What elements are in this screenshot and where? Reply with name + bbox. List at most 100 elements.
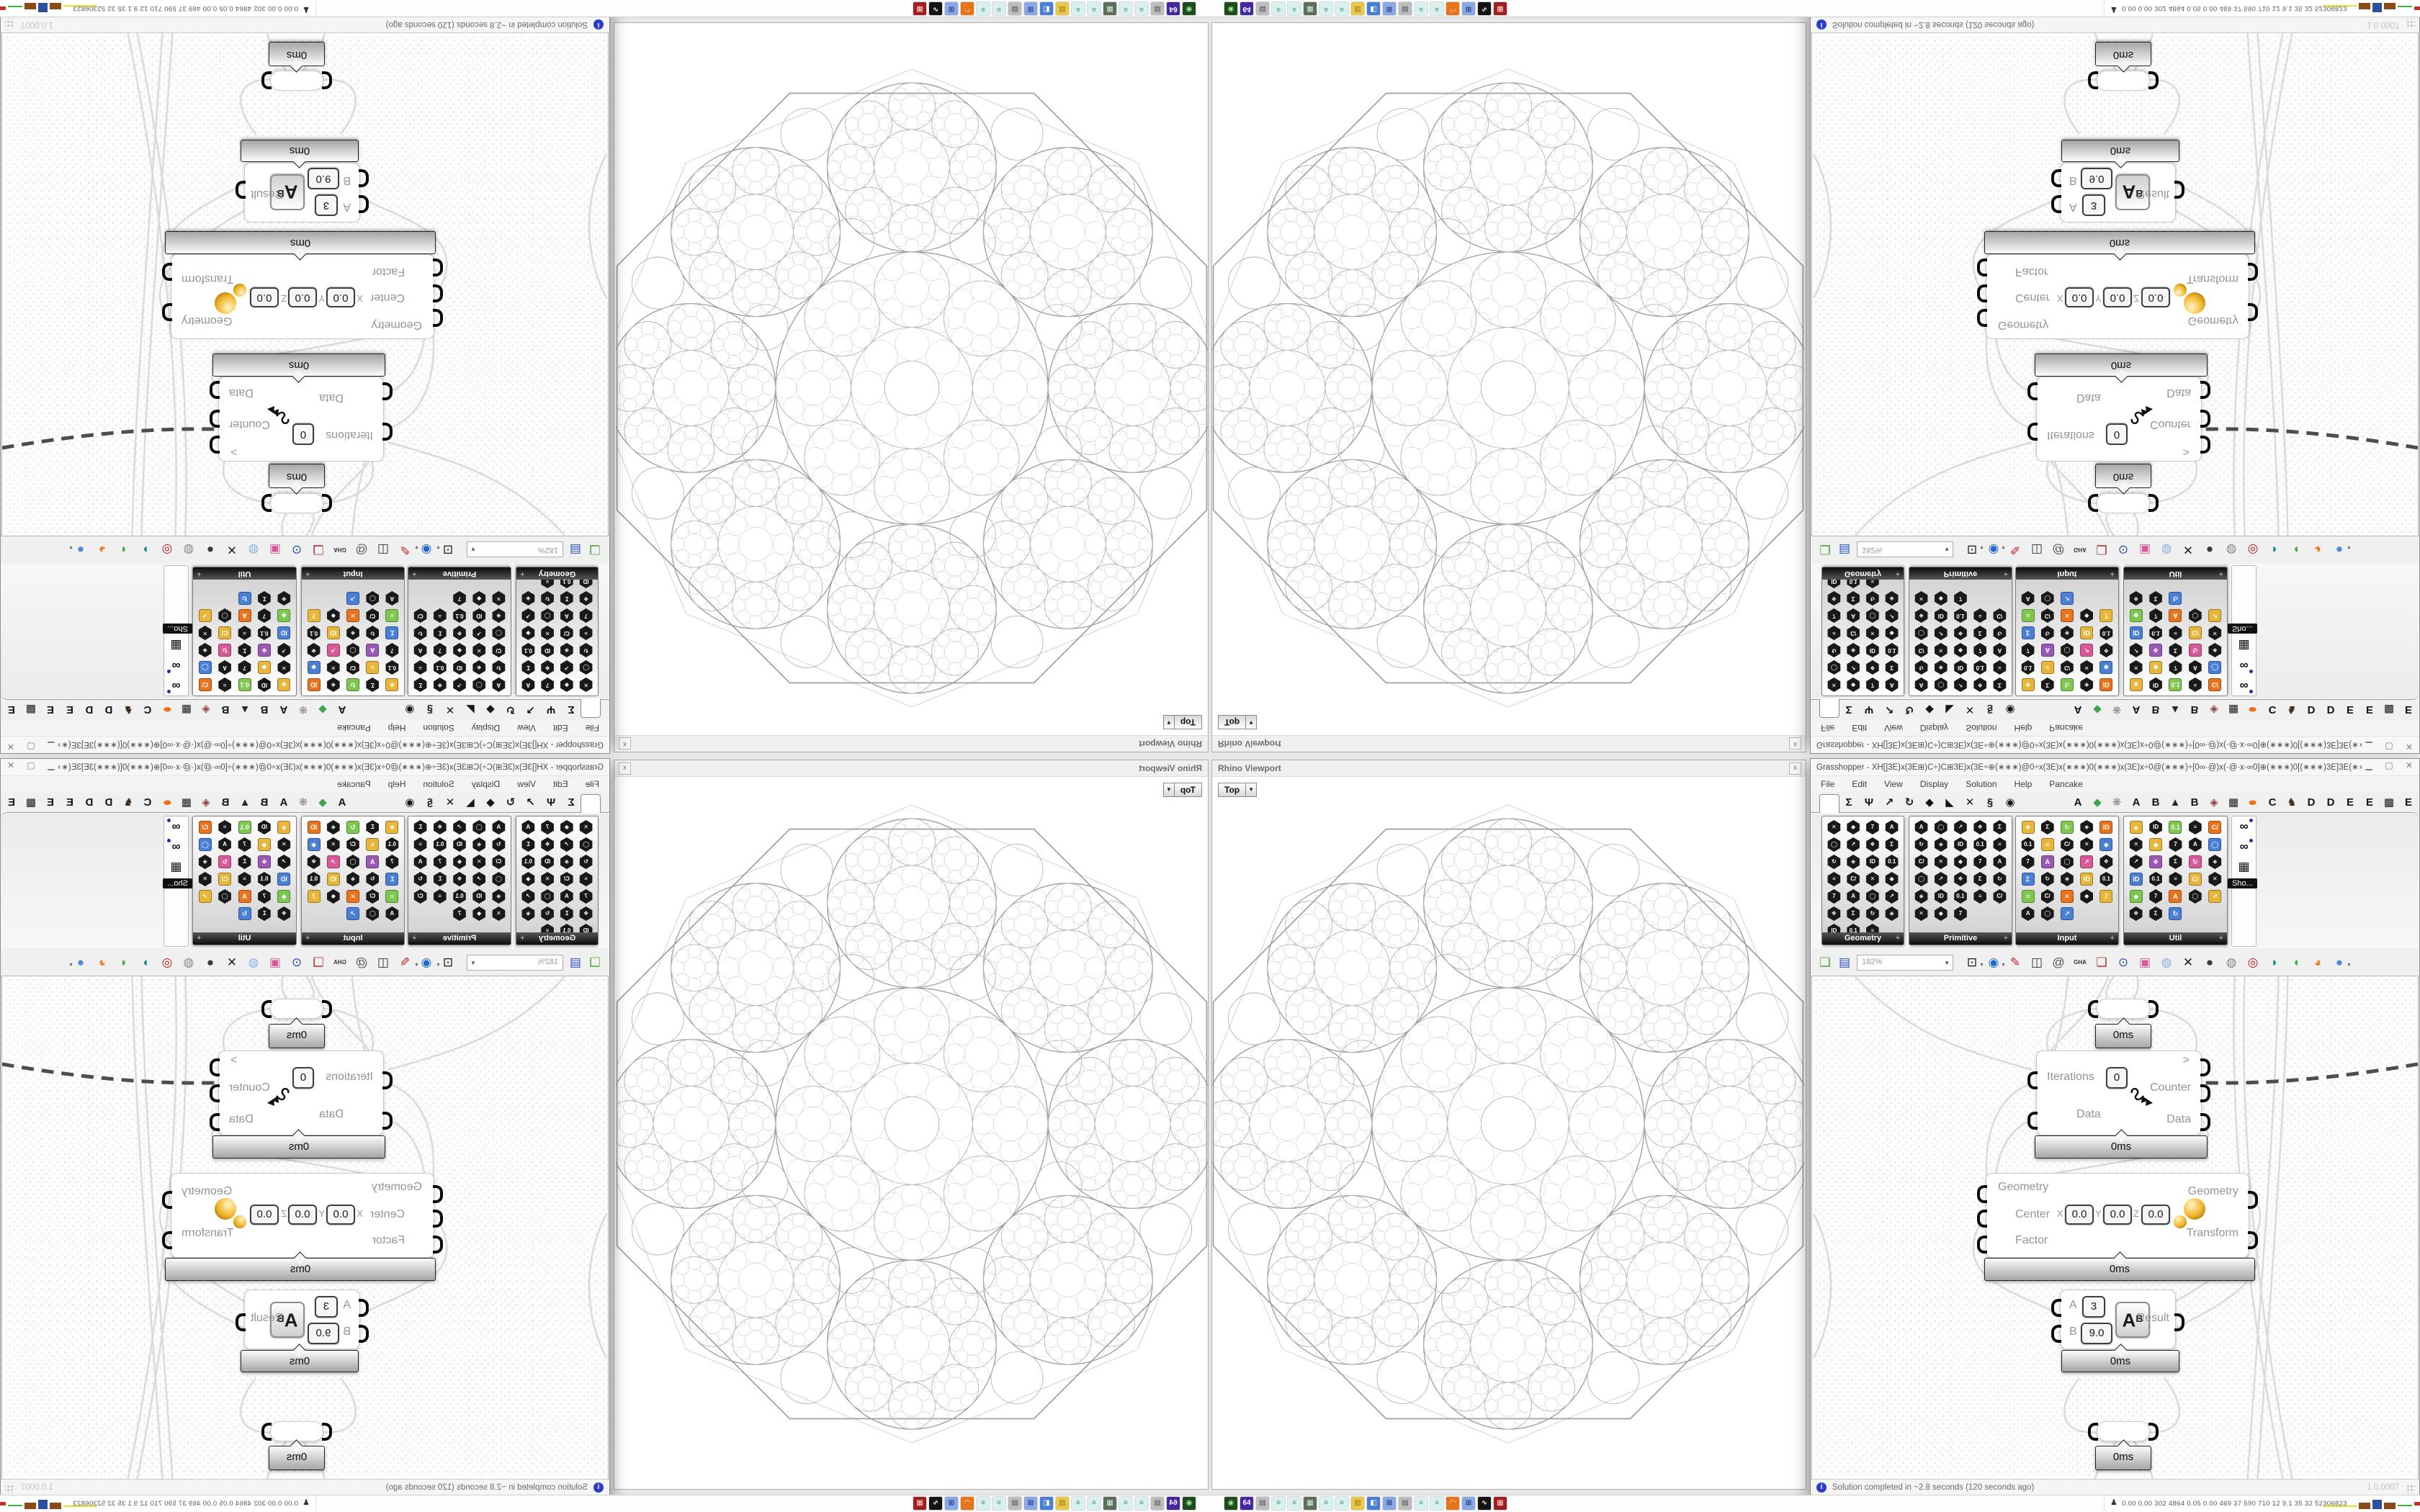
- grasshopper-canvas[interactable]: 0ms Iterations 0 > Counter Data Da: [1811, 32, 2419, 536]
- menu-item-help[interactable]: Help: [387, 779, 406, 789]
- component-icon[interactable]: ◯: [197, 660, 213, 675]
- sphere-blue-button[interactable]: ●: [2335, 955, 2344, 969]
- taskbar-notepad-icon[interactable]: ≡: [1415, 2, 1428, 15]
- component-icon[interactable]: ❖: [539, 660, 555, 675]
- component-icon[interactable]: ≡: [1972, 608, 1988, 624]
- plugin-tab[interactable]: E: [2404, 796, 2412, 809]
- component-icon[interactable]: ❖: [452, 871, 467, 887]
- close-button[interactable]: ✕: [6, 742, 15, 752]
- component-icon[interactable]: ID: [256, 677, 272, 693]
- component-icon[interactable]: ❖: [578, 906, 594, 922]
- component-icon[interactable]: A: [2040, 642, 2056, 658]
- output-grip[interactable]: [2248, 1191, 2258, 1209]
- viewport-view-label[interactable]: Top: [1218, 783, 1247, 797]
- component-icon[interactable]: ≡: [2040, 660, 2056, 675]
- zoom-combo[interactable]: 182% ▼: [467, 541, 563, 557]
- menu-item-file[interactable]: File: [585, 779, 599, 789]
- component-icon[interactable]: ↗: [2079, 642, 2094, 658]
- component-icon[interactable]: ↻: [237, 906, 253, 922]
- component-icon[interactable]: A: [413, 854, 429, 870]
- menu-item-file[interactable]: File: [1821, 723, 1835, 733]
- input-grip[interactable]: [2088, 1423, 2098, 1441]
- component-icon[interactable]: C/: [2040, 888, 2056, 904]
- component-icon[interactable]: Σ: [256, 590, 272, 606]
- center-z-field[interactable]: 0.0: [2141, 1205, 2170, 1225]
- menu-item-display[interactable]: Display: [471, 723, 501, 733]
- component-icon[interactable]: ≡: [384, 608, 400, 624]
- output-grip[interactable]: [2174, 1313, 2184, 1331]
- component-icon[interactable]: ◯: [197, 837, 213, 852]
- component-icon[interactable]: 0.1: [237, 677, 253, 693]
- component-icon[interactable]: ↻: [413, 625, 429, 641]
- tab-sets[interactable]: Ψ: [546, 703, 556, 716]
- plugin-tab[interactable]: ◆: [318, 796, 327, 809]
- component-icon[interactable]: ID: [2079, 625, 2094, 641]
- plugin-tab[interactable]: ●: [161, 703, 173, 716]
- plugin-tab[interactable]: ▦: [181, 796, 192, 809]
- viewport-canvas[interactable]: Top ▼: [1212, 777, 1806, 1489]
- sphere-wire-button[interactable]: ◍: [2226, 543, 2237, 557]
- minimize-button[interactable]: ▁: [2365, 760, 2372, 770]
- component-icon[interactable]: ❖: [1826, 906, 1842, 922]
- component-icon[interactable]: A: [1845, 608, 1861, 624]
- component-icon[interactable]: ◯: [1914, 871, 1930, 887]
- component-icon[interactable]: 0.1: [256, 625, 272, 641]
- taskbar-calculator-icon[interactable]: ⊞: [1024, 2, 1037, 15]
- taskbar-media-device-icon[interactable]: ◧: [1367, 2, 1380, 15]
- component-icon[interactable]: ↻: [1826, 854, 1842, 870]
- component-icon[interactable]: ◆: [520, 625, 536, 641]
- taskbar-notepad-icon[interactable]: ≡: [1319, 2, 1332, 15]
- chevron-down-icon[interactable]: ▼: [1944, 546, 1950, 552]
- zoom-extents-button[interactable]: ⊡: [1966, 955, 1978, 969]
- component-icon[interactable]: ↻: [539, 590, 555, 606]
- panel-footer[interactable]: Util +: [2124, 567, 2227, 580]
- center-x-field[interactable]: 0.0: [2065, 287, 2094, 307]
- taskbar-monitor-plant-icon[interactable]: ▦: [1304, 1497, 1317, 1510]
- component-icon[interactable]: C/: [1991, 608, 2007, 624]
- component-icon[interactable]: ≡: [2187, 819, 2203, 835]
- cone-teal-button[interactable]: ◗: [141, 955, 150, 969]
- taskbar-swan-icon[interactable]: ∿: [1478, 1497, 1491, 1510]
- component-icon[interactable]: 7: [384, 642, 400, 658]
- component-icon[interactable]: ↗: [471, 871, 487, 887]
- torus-red-button[interactable]: ◎: [2247, 543, 2259, 557]
- component-icon[interactable]: 7: [237, 837, 253, 852]
- plugin-tab[interactable]: A: [2132, 796, 2141, 809]
- wire-pen-button[interactable]: ✎: [2009, 955, 2021, 969]
- component-icon[interactable]: ◈: [490, 888, 506, 904]
- component-icon[interactable]: C/: [364, 888, 380, 904]
- plugin-tab[interactable]: ▦: [181, 703, 192, 716]
- open-file-button[interactable]: ❏: [1819, 955, 1831, 969]
- torus-red-button[interactable]: ◎: [161, 955, 173, 969]
- component-icon[interactable]: ◆: [256, 837, 272, 852]
- tab-surface[interactable]: ◆: [486, 796, 495, 809]
- component-icon[interactable]: 7: [452, 906, 467, 922]
- component-icon[interactable]: ↗: [559, 660, 575, 675]
- component-icon[interactable]: ID: [1933, 888, 1949, 904]
- component-icon[interactable]: ◆: [2128, 888, 2144, 904]
- component-icon[interactable]: ✕: [197, 625, 213, 641]
- component-icon[interactable]: ✕: [326, 837, 341, 852]
- grasshopper-titlebar[interactable]: Grasshopper - XH[]3E)x(3E⊞)C÷)C⊞3E)x(3E÷…: [1811, 759, 2419, 776]
- output-grip[interactable]: [2200, 1113, 2210, 1131]
- component-icon[interactable]: A: [2020, 590, 2036, 606]
- input-grip[interactable]: [2051, 1325, 2061, 1343]
- component-icon[interactable]: ↗: [2059, 906, 2075, 922]
- component-icon[interactable]: ◈: [1884, 590, 1900, 606]
- tab-vector[interactable]: ↗: [1884, 703, 1894, 716]
- component-icon[interactable]: 0.1: [2020, 660, 2036, 675]
- plugin-tab[interactable]: D: [2307, 796, 2316, 809]
- component-icon[interactable]: C/: [1914, 854, 1930, 870]
- cone-teal-button[interactable]: ◗: [2270, 955, 2279, 969]
- relay-node[interactable]: [261, 1421, 332, 1441]
- component-icon[interactable]: ◆: [326, 888, 341, 904]
- component-icon[interactable]: ◆: [1845, 819, 1861, 835]
- component-icon[interactable]: C/: [413, 888, 429, 904]
- exit-door-button[interactable]: ◫: [2030, 543, 2043, 557]
- input-grip[interactable]: [2088, 71, 2098, 89]
- component-icon[interactable]: ◈: [276, 819, 292, 835]
- component-icon[interactable]: C/: [345, 837, 361, 852]
- balloon-button[interactable]: ◍: [2161, 543, 2172, 557]
- component-icon[interactable]: ✕: [345, 608, 361, 624]
- center-y-field[interactable]: 0.0: [2103, 1205, 2132, 1225]
